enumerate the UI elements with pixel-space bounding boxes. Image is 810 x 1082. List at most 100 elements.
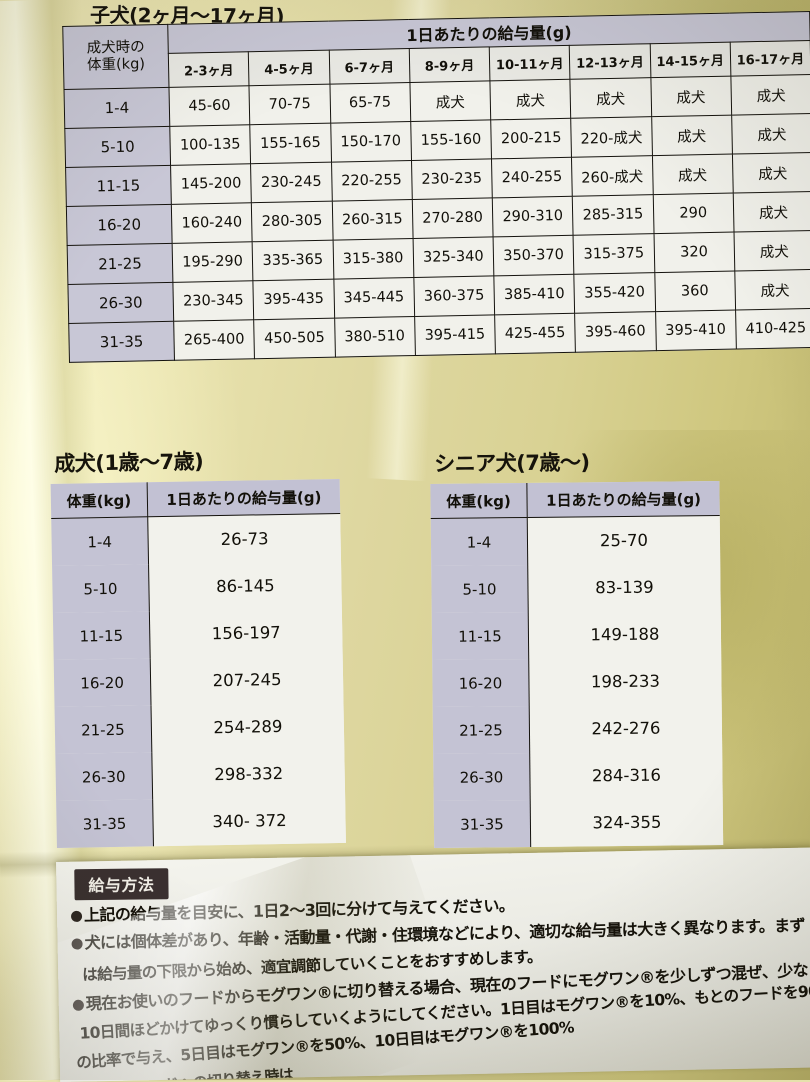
row-amount: 284-316 bbox=[529, 750, 723, 800]
cell: 325-340 bbox=[412, 236, 494, 278]
table-row: 1-4 25-70 bbox=[430, 515, 721, 566]
row-weight: 1-4 bbox=[430, 517, 528, 566]
row-weight: 16-20 bbox=[53, 658, 152, 707]
cell: 230-235 bbox=[411, 158, 493, 200]
method-line-1-text: 上記の給与量を目安に、1日2〜3回に分けて与えてください。 bbox=[83, 895, 515, 925]
cell: 360-375 bbox=[413, 275, 495, 317]
adult-feeding-section: 成犬(1歳〜7歳) 体重(kg) 1日あたりの給与量(g) 1-4 26-73 … bbox=[50, 443, 346, 848]
table-row: 21-25 254-289 bbox=[54, 701, 345, 754]
adult-feeding-table: 体重(kg) 1日あたりの給与量(g) 1-4 26-73 5-10 86-14… bbox=[50, 478, 346, 848]
cell: 220-255 bbox=[331, 160, 413, 202]
cell: 410-425 bbox=[735, 308, 810, 350]
row-weight: 26-30 bbox=[55, 752, 153, 801]
row-weight: 5-10 bbox=[52, 564, 150, 613]
row-amount: 340- 372 bbox=[152, 795, 346, 847]
row-amount: 198-233 bbox=[528, 656, 722, 706]
row-weight: 5-10 bbox=[431, 564, 529, 613]
senior-table-head: 体重(kg) 1日あたりの給与量(g) bbox=[430, 480, 720, 519]
senior-feeding-table: 体重(kg) 1日あたりの給与量(g) 1-4 25-70 5-10 83-13… bbox=[430, 480, 724, 848]
cell: 270-280 bbox=[412, 197, 494, 239]
table-row: 16-20 207-245 bbox=[53, 654, 344, 707]
bullet-icon bbox=[71, 938, 83, 950]
cell: 成犬 bbox=[489, 79, 571, 120]
cell: 195-290 bbox=[172, 241, 254, 283]
senior-col-weight: 体重(kg) bbox=[430, 482, 528, 519]
row-weight: 21-25 bbox=[67, 243, 173, 285]
cell: 395-415 bbox=[414, 314, 496, 356]
table-row: 5-10 86-145 bbox=[52, 560, 342, 613]
feeding-method-panel: 給与方法 上記の給与量を目安に、1日2〜3回に分けて与えてください。 犬には個体… bbox=[56, 847, 810, 1082]
table-row: 11-15 156-197 bbox=[52, 607, 343, 660]
row-weight: 21-25 bbox=[54, 705, 152, 754]
row-amount: 149-188 bbox=[528, 609, 722, 659]
puppy-col-2-3: 2-3ヶ月 bbox=[168, 52, 250, 88]
puppy-col-4-5: 4-5ヶ月 bbox=[248, 50, 330, 86]
cell: 355-420 bbox=[574, 272, 656, 314]
cell: 155-160 bbox=[410, 119, 492, 161]
feeding-method-badge: 給与方法 bbox=[74, 868, 169, 901]
cell: 385-410 bbox=[493, 274, 575, 315]
puppy-col-10-11: 10-11ヶ月 bbox=[489, 45, 571, 81]
cell: 成犬 bbox=[733, 230, 810, 272]
cell: 成犬 bbox=[409, 80, 491, 122]
row-weight: 11-15 bbox=[52, 611, 151, 660]
puppy-col-16-17: 16-17ヶ月 bbox=[729, 40, 810, 77]
cell: 345-445 bbox=[333, 277, 415, 319]
cell: 350-370 bbox=[493, 235, 575, 276]
cell: 成犬 bbox=[650, 76, 732, 117]
row-amount: 25-70 bbox=[527, 515, 721, 565]
senior-header-row: 体重(kg) 1日あたりの給与量(g) bbox=[430, 480, 720, 519]
puppy-col-12-13: 12-13ヶ月 bbox=[569, 44, 651, 80]
cell: 230-345 bbox=[172, 280, 254, 322]
senior-feeding-section: シニア犬(7歳〜) 体重(kg) 1日あたりの給与量(g) 1-4 25-70 … bbox=[430, 445, 724, 848]
cell: 成犬 bbox=[570, 77, 652, 119]
table-row: 11-15 149-188 bbox=[431, 609, 722, 660]
cell: 成犬 bbox=[731, 113, 810, 155]
row-amount: 242-276 bbox=[529, 703, 723, 753]
row-weight: 5-10 bbox=[64, 126, 171, 168]
row-amount: 26-73 bbox=[147, 513, 342, 565]
row-amount: 298-332 bbox=[151, 748, 346, 800]
row-weight: 11-15 bbox=[431, 611, 529, 660]
row-weight: 16-20 bbox=[432, 658, 530, 707]
adult-header-row: 体重(kg) 1日あたりの給与量(g) bbox=[50, 478, 341, 519]
cell: 成犬 bbox=[651, 115, 733, 156]
cell: 成犬 bbox=[732, 152, 810, 194]
row-weight: 26-30 bbox=[67, 282, 174, 324]
adult-table-body: 1-4 26-73 5-10 86-145 11-15 156-197 16-2… bbox=[51, 513, 346, 848]
cell: 315-380 bbox=[332, 238, 414, 280]
table-row: 21-25 242-276 bbox=[432, 703, 723, 754]
puppy-table-body: 1-4 45-60 70-75 65-75 成犬 成犬 成犬 成犬 成犬 5-1… bbox=[64, 74, 810, 363]
cell: 160-240 bbox=[171, 202, 253, 244]
table-row: 26-30 284-316 bbox=[433, 750, 723, 801]
cell: 290 bbox=[652, 193, 734, 234]
row-amount: 207-245 bbox=[150, 654, 344, 706]
cell: 230-245 bbox=[250, 162, 332, 203]
puppy-weight-header-line1: 成犬時の bbox=[86, 39, 145, 57]
table-row: 1-4 26-73 bbox=[51, 513, 342, 566]
table-row: 31-35 324-355 bbox=[433, 797, 724, 848]
cell: 65-75 bbox=[329, 82, 411, 124]
senior-table-body: 1-4 25-70 5-10 83-139 11-15 149-188 16-2… bbox=[430, 515, 724, 848]
adult-table-title: 成犬(1歳〜7歳) bbox=[54, 449, 204, 476]
cell: 70-75 bbox=[249, 84, 331, 125]
senior-col-amount: 1日あたりの給与量(g) bbox=[526, 480, 720, 518]
puppy-weight-header-line2: 体重(kg) bbox=[86, 56, 146, 74]
row-weight: 11-15 bbox=[65, 165, 172, 207]
row-weight: 16-20 bbox=[66, 204, 173, 246]
bullet-icon bbox=[70, 910, 83, 923]
cell: 45-60 bbox=[168, 85, 251, 127]
cell: 450-505 bbox=[253, 318, 335, 359]
row-weight: 31-35 bbox=[433, 799, 531, 848]
cell: 285-315 bbox=[572, 194, 654, 236]
puppy-feeding-section: 子犬(2ヶ月〜17ヶ月) 成犬時の 体重(kg) 1日あたりの給与量(g) 2-… bbox=[62, 0, 810, 434]
cell: 240-255 bbox=[491, 157, 573, 198]
row-amount: 86-145 bbox=[148, 560, 342, 612]
cell: 395-435 bbox=[253, 279, 335, 320]
table-row: 5-10 83-139 bbox=[431, 562, 721, 613]
cell: 320 bbox=[653, 232, 735, 273]
puppy-weight-column-header: 成犬時の 体重(kg) bbox=[62, 24, 169, 90]
row-weight: 1-4 bbox=[64, 87, 170, 129]
cell: 100-135 bbox=[169, 124, 251, 166]
table-row: 31-35 340- 372 bbox=[56, 795, 346, 848]
